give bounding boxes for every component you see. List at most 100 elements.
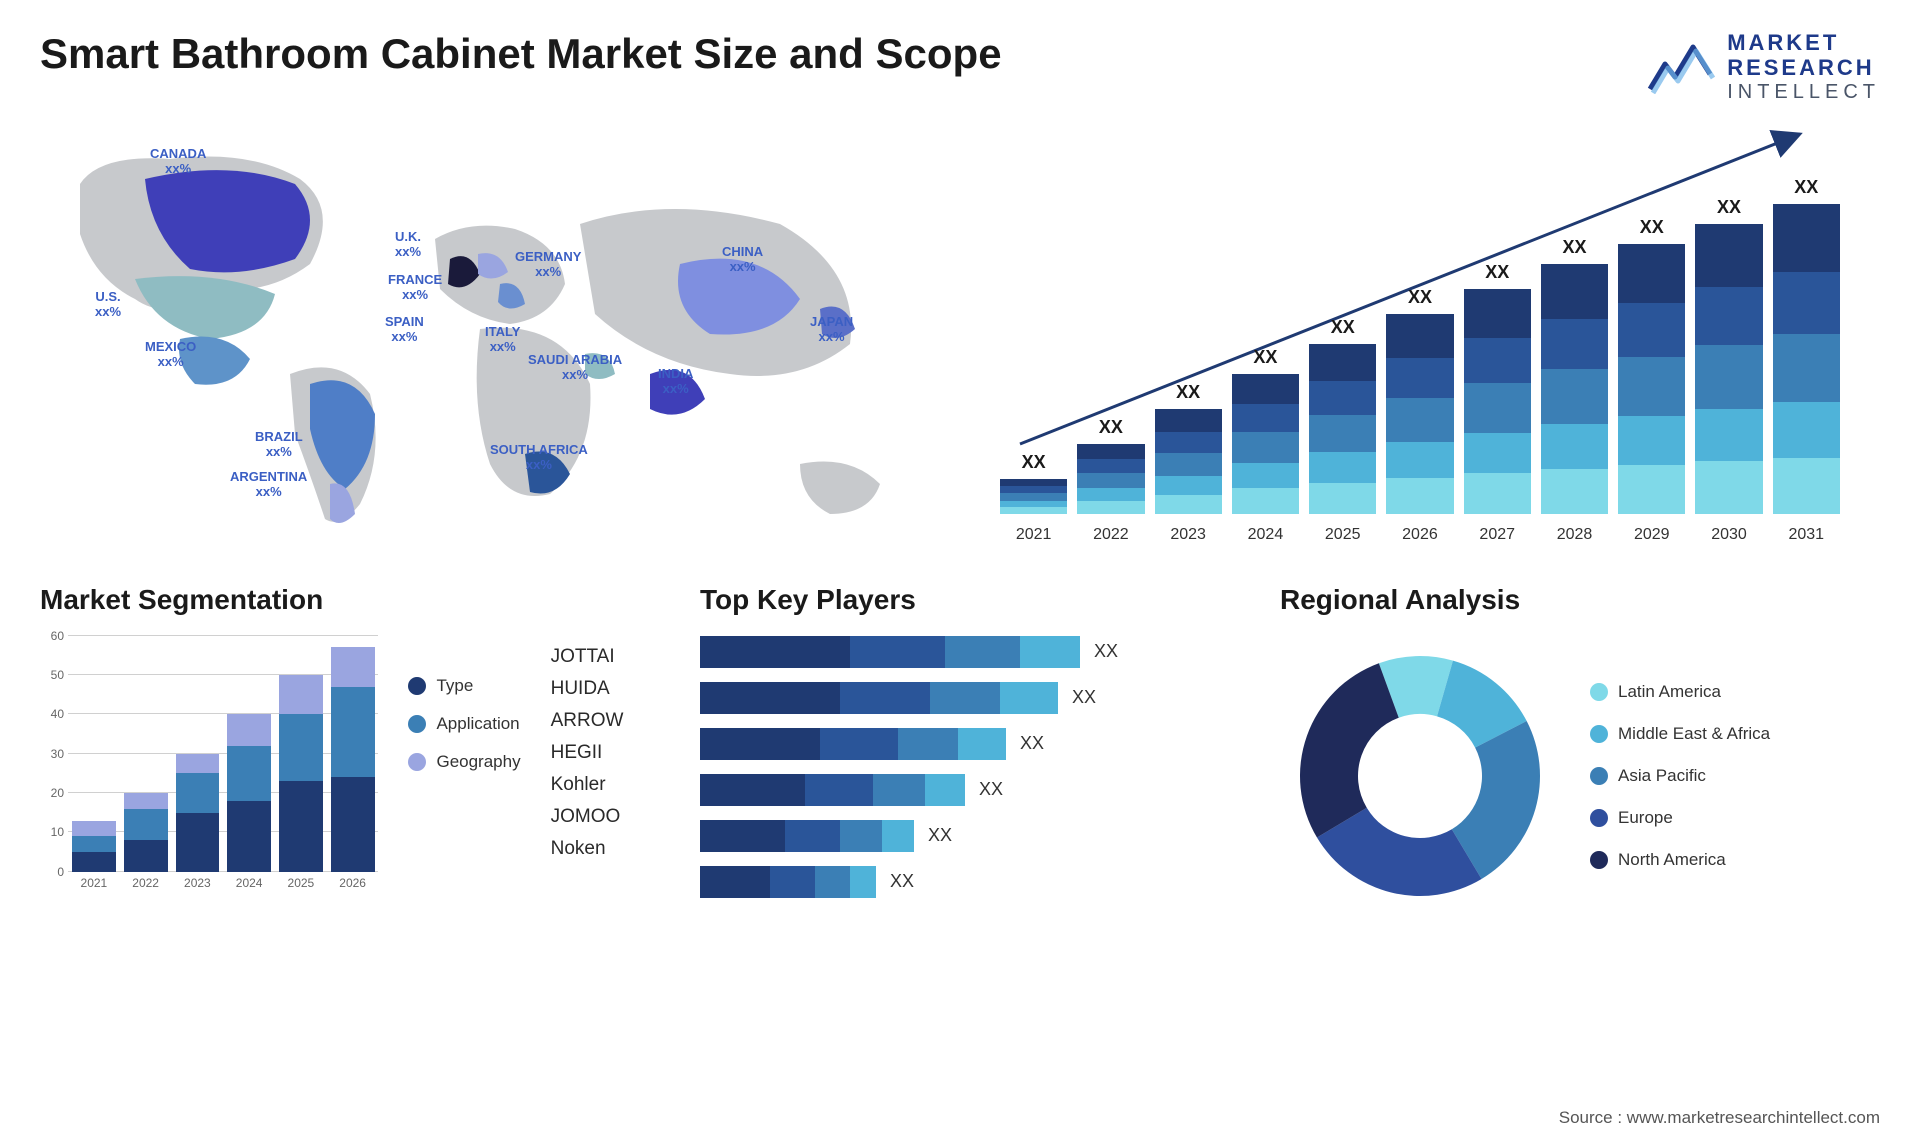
growth-bar-value: XX (1794, 177, 1818, 198)
legend-item: Europe (1590, 808, 1770, 828)
seg-x-label: 2025 (279, 872, 323, 896)
key-players-panel: Top Key Players XX XX XX XX XX XX (700, 584, 1260, 916)
growth-bar: XX (1773, 177, 1840, 514)
growth-bar-value: XX (1022, 452, 1046, 473)
growth-bar-value: XX (1717, 197, 1741, 218)
key-player-value: XX (1020, 733, 1044, 754)
map-label: JAPANxx% (810, 314, 853, 345)
logo-line-1: MARKET (1727, 30, 1880, 55)
key-player-value: XX (1072, 687, 1096, 708)
growth-year-label: 2029 (1618, 526, 1685, 544)
seg-y-tick: 60 (51, 629, 64, 643)
seg-y-tick: 50 (51, 668, 64, 682)
growth-bar-value: XX (1485, 262, 1509, 283)
map-label: MEXICOxx% (145, 339, 196, 370)
segmentation-bar (279, 675, 323, 872)
map-label: SOUTH AFRICAxx% (490, 442, 588, 473)
logo-icon (1645, 39, 1715, 94)
key-player-value: XX (928, 825, 952, 846)
seg-y-tick: 0 (57, 865, 64, 879)
growth-bar-value: XX (1640, 217, 1664, 238)
map-label: ARGENTINAxx% (230, 469, 307, 500)
growth-bar: XX (1077, 417, 1144, 514)
seg-y-tick: 10 (51, 825, 64, 839)
growth-bar: XX (1309, 317, 1376, 514)
seg-x-label: 2022 (124, 872, 168, 896)
legend-item: Geography (408, 752, 520, 772)
growth-year-label: 2028 (1541, 526, 1608, 544)
segmentation-bar (331, 647, 375, 871)
logo-line-3: INTELLECT (1727, 81, 1880, 104)
segmentation-panel: Market Segmentation 0102030405060 202120… (40, 584, 680, 916)
legend-item: North America (1590, 850, 1770, 870)
logo-line-2: RESEARCH (1727, 55, 1880, 80)
seg-x-label: 2021 (72, 872, 116, 896)
legend-item: Middle East & Africa (1590, 724, 1770, 744)
seg-x-label: 2024 (227, 872, 271, 896)
map-label: BRAZILxx% (255, 429, 303, 460)
regional-title: Regional Analysis (1280, 584, 1880, 616)
growth-year-label: 2027 (1464, 526, 1531, 544)
key-player-row: XX (700, 866, 1260, 898)
map-label: CANADAxx% (150, 146, 206, 177)
growth-bar-value: XX (1176, 382, 1200, 403)
segmentation-bar (176, 754, 220, 872)
player-name: Kohler (551, 774, 680, 796)
regional-legend: Latin AmericaMiddle East & AfricaAsia Pa… (1590, 682, 1770, 870)
map-label: U.S.xx% (95, 289, 121, 320)
map-label: FRANCExx% (388, 272, 442, 303)
key-player-row: XX (700, 682, 1260, 714)
seg-y-tick: 30 (51, 747, 64, 761)
map-label: INDIAxx% (658, 366, 693, 397)
growth-chart: XXXXXXXXXXXXXXXXXXXXXX 20212022202320242… (980, 124, 1880, 544)
growth-bar: XX (1618, 217, 1685, 514)
growth-bar: XX (1695, 197, 1762, 514)
map-label: U.K.xx% (395, 229, 421, 260)
source-label: Source : www.marketresearchintellect.com (1559, 1108, 1880, 1128)
key-player-row: XX (700, 820, 1260, 852)
page-title: Smart Bathroom Cabinet Market Size and S… (40, 30, 1002, 78)
growth-year-label: 2021 (1000, 526, 1067, 544)
player-name: JOTTAI (551, 646, 680, 668)
map-label: SAUDI ARABIAxx% (528, 352, 622, 383)
seg-x-label: 2026 (331, 872, 375, 896)
growth-bar-value: XX (1408, 287, 1432, 308)
world-map-panel: CANADAxx% U.S.xx% MEXICOxx% BRAZILxx% ARGENT… (40, 124, 940, 544)
key-player-row: XX (700, 636, 1260, 668)
growth-year-label: 2023 (1155, 526, 1222, 544)
player-name: JOMOO (551, 806, 680, 828)
legend-item: Application (408, 714, 520, 734)
growth-year-label: 2024 (1232, 526, 1299, 544)
growth-bar-value: XX (1253, 347, 1277, 368)
seg-y-tick: 40 (51, 707, 64, 721)
segmentation-bar (227, 714, 271, 871)
key-player-value: XX (890, 871, 914, 892)
growth-year-label: 2031 (1773, 526, 1840, 544)
segmentation-bar (72, 821, 116, 872)
seg-x-label: 2023 (176, 872, 220, 896)
growth-bar: XX (1464, 262, 1531, 514)
player-name: HUIDA (551, 678, 680, 700)
map-label: SPAINxx% (385, 314, 424, 345)
segmentation-bar (124, 793, 168, 872)
key-player-value: XX (1094, 641, 1118, 662)
seg-y-tick: 20 (51, 786, 64, 800)
legend-item: Type (408, 676, 520, 696)
map-label: CHINAxx% (722, 244, 763, 275)
key-players-title: Top Key Players (700, 584, 1260, 616)
legend-item: Asia Pacific (1590, 766, 1770, 786)
key-player-row: XX (700, 774, 1260, 806)
regional-panel: Regional Analysis Latin AmericaMiddle Ea… (1280, 584, 1880, 916)
player-name: HEGII (551, 742, 680, 764)
regional-donut (1280, 636, 1560, 916)
growth-bar: XX (1155, 382, 1222, 514)
growth-bar-value: XX (1099, 417, 1123, 438)
growth-year-label: 2025 (1309, 526, 1376, 544)
growth-year-label: 2026 (1386, 526, 1453, 544)
segmentation-legend: Type Application Geography (408, 636, 520, 896)
brand-logo: MARKET RESEARCH INTELLECT (1645, 30, 1880, 104)
growth-bar: XX (1386, 287, 1453, 514)
players-list: JOTTAIHUIDAARROWHEGIIKohlerJOMOONoken (551, 636, 680, 896)
segmentation-chart: 0102030405060 202120222023202420252026 (40, 636, 378, 896)
key-player-row: XX (700, 728, 1260, 760)
